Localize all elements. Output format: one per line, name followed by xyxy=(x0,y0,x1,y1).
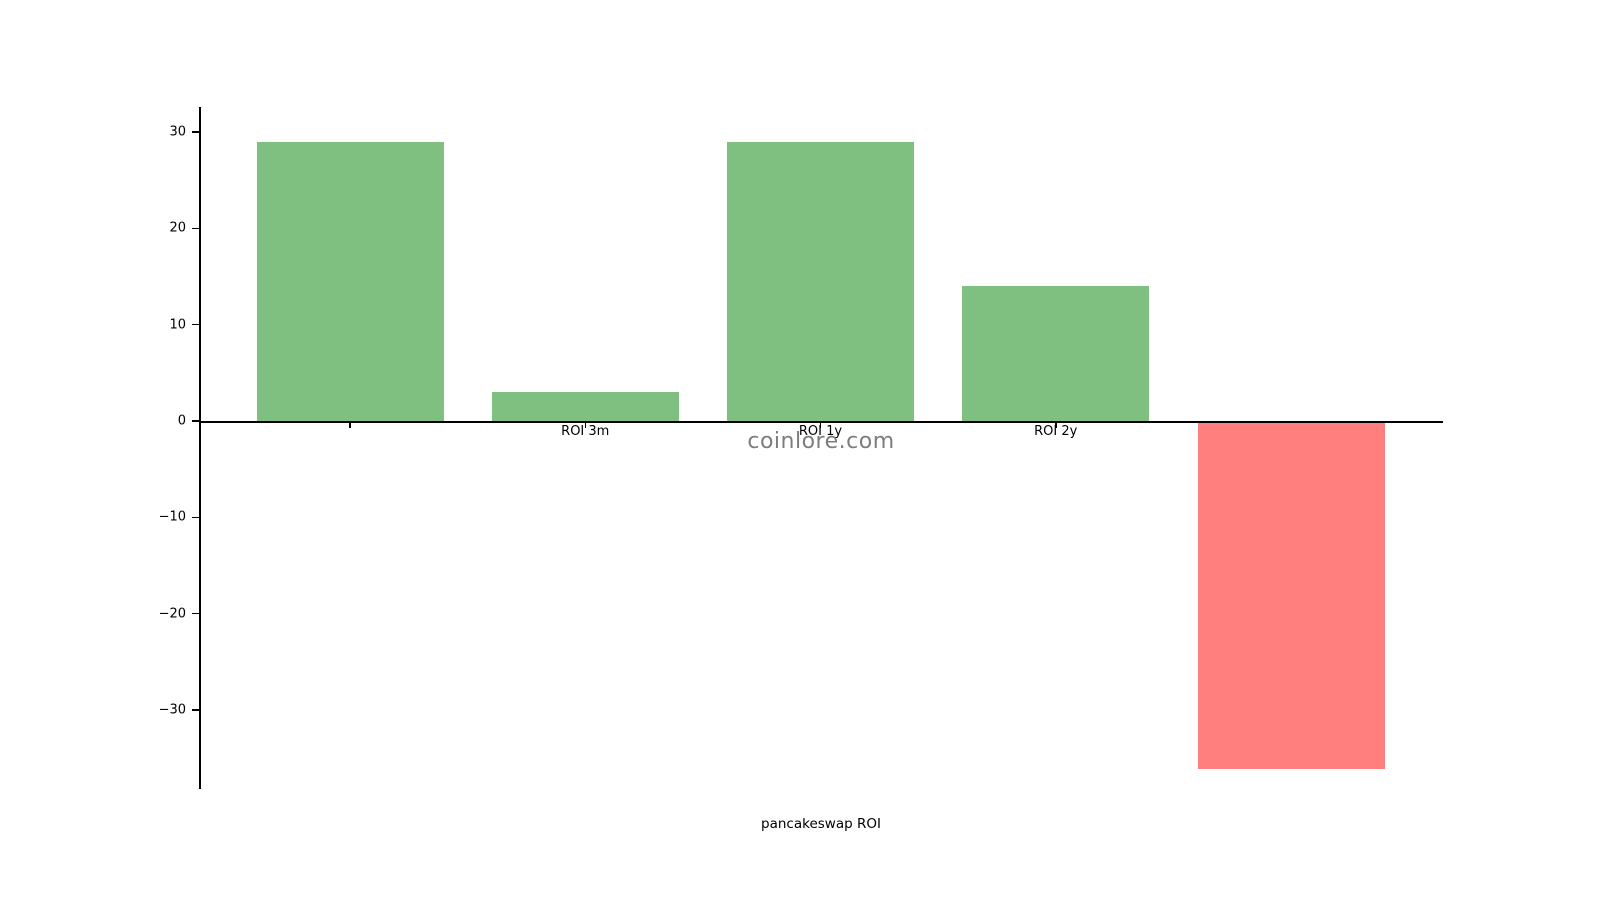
y-tick-label: −30 xyxy=(158,702,186,718)
y-axis-spine xyxy=(199,107,201,789)
bar-roi-1y xyxy=(727,141,914,421)
y-tick-label: 0 xyxy=(177,413,186,429)
x-tick-label: ROI 2y xyxy=(1034,424,1078,439)
y-tick-label: 30 xyxy=(169,124,186,140)
y-tick-label: −10 xyxy=(158,509,186,525)
bar-roi-3m xyxy=(491,392,679,421)
x-tick-mark xyxy=(584,421,586,428)
y-tick-label: −20 xyxy=(158,606,186,622)
y-tick-mark xyxy=(192,323,199,326)
x-tick-label: ROI 3m xyxy=(561,424,610,439)
bar-0 xyxy=(256,141,444,421)
watermark: coinlore.com xyxy=(747,429,895,454)
y-tick-mark xyxy=(192,227,199,230)
y-tick-label: 20 xyxy=(169,220,186,236)
y-tick-mark xyxy=(192,131,199,133)
x-tick-mark xyxy=(1055,421,1057,428)
x-tick-mark xyxy=(819,421,822,428)
y-tick-mark xyxy=(192,709,199,711)
y-tick-mark xyxy=(192,420,199,422)
x-tick-label: ROI 1y xyxy=(798,424,843,439)
y-tick-label: 10 xyxy=(169,317,186,333)
y-tick-mark xyxy=(192,516,199,519)
chart-title: pancakeswap ROI xyxy=(761,816,881,832)
y-tick-mark xyxy=(192,612,199,615)
x-axis-zero-line xyxy=(199,421,1443,423)
x-tick-mark xyxy=(349,421,351,428)
bar-roi-2y xyxy=(962,286,1150,421)
bar-4 xyxy=(1197,422,1385,770)
